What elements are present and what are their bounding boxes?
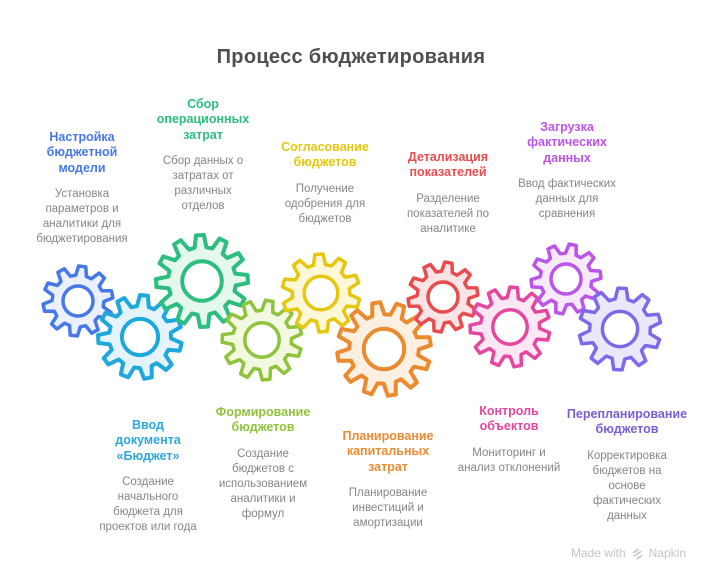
- step-description-load-actual-data: Ввод фактических данных для сравнения: [518, 177, 616, 221]
- gear-load-actual-data: [529, 242, 603, 316]
- step-plan-capital-costs: Планирование капитальных затрат Планирова…: [326, 429, 450, 531]
- step-title-plan-capital-costs: Планирование капитальных затрат: [342, 429, 434, 474]
- gear-hole: [180, 259, 224, 303]
- brand-text: Napkin: [648, 546, 686, 560]
- step-title-load-actual-data: Загрузка фактических данных: [527, 120, 607, 165]
- gear-hole: [243, 321, 281, 359]
- gear-plan-capital-costs: [335, 300, 433, 398]
- step-title-form-budgets: Формирование бюджетов: [215, 405, 311, 435]
- gear-control-objects: [468, 285, 552, 369]
- step-description-replan-budgets: Корректировка бюджетов на основе фактиче…: [587, 449, 667, 523]
- made-with-text: Made with: [570, 546, 626, 560]
- gear-hole: [361, 326, 407, 372]
- step-title-control-objects: Контроль объектов: [479, 404, 539, 434]
- napkin-logo-icon: [632, 548, 643, 560]
- step-description-setup-budget-model: Установка параметров и аналитики для бюд…: [36, 187, 128, 246]
- step-description-form-budgets: Создание бюджетов с использованием анали…: [218, 447, 308, 521]
- gear-approve-budgets: [280, 252, 362, 334]
- step-title-collect-operational-costs: Сбор операционных затрат: [156, 97, 250, 142]
- step-setup-budget-model: Настройка бюджетной модели Установка пара…: [24, 130, 140, 247]
- step-title-enter-budget-document: Ввод документа «Бюджет»: [115, 418, 181, 463]
- step-description-enter-budget-document: Создание начального бюджета для проектов…: [99, 475, 197, 534]
- gear-hole: [491, 308, 529, 346]
- gear-collect-operational-costs: [154, 233, 250, 329]
- gear-hole: [61, 284, 95, 318]
- step-replan-budgets: Перепланирование бюджетов Корректировка б…: [555, 407, 699, 524]
- step-collect-operational-costs: Сбор операционных затрат Сбор данных о за…: [145, 97, 261, 214]
- step-load-actual-data: Загрузка фактических данных Ввод фактичес…: [505, 120, 629, 222]
- step-title-approve-budgets: Согласование бюджетов: [281, 140, 369, 170]
- step-control-objects: Контроль объектов Мониторинг и анализ отк…: [449, 404, 569, 476]
- step-description-approve-budgets: Получение одобрения для бюджетов: [284, 182, 366, 225]
- step-title-setup-budget-model: Настройка бюджетной модели: [46, 130, 118, 175]
- step-description-plan-capital-costs: Планирование инвестиций и амортизации: [348, 486, 428, 530]
- step-description-control-objects: Мониторинг и анализ отклонений: [457, 446, 561, 474]
- gear-enter-budget-document: [96, 293, 184, 381]
- gear-hole: [119, 316, 161, 358]
- gear-form-budgets: [220, 298, 304, 382]
- gear-detail-indicators: [406, 260, 480, 334]
- step-enter-budget-document: Ввод документа «Бюджет» Создание начально…: [88, 418, 208, 535]
- step-description-collect-operational-costs: Сбор данных о затратах от различных отде…: [162, 154, 244, 213]
- gear-hole: [600, 309, 640, 349]
- gear-setup-budget-model: [41, 264, 115, 338]
- step-form-budgets: Формирование бюджетов Создание бюджетов с…: [203, 405, 323, 522]
- napkin-credit: Made with Napkin: [571, 546, 686, 560]
- step-detail-indicators: Детализация показателей Разделение показа…: [388, 150, 508, 237]
- gear-replan-budgets: [577, 286, 663, 372]
- gear-hole: [302, 274, 340, 312]
- step-approve-budgets: Согласование бюджетов Получение одобрения…: [265, 140, 385, 227]
- page-title: Процесс бюджетирования: [216, 46, 486, 68]
- step-description-detail-indicators: Разделение показателей по аналитике: [406, 192, 490, 235]
- step-title-replan-budgets: Перепланирование бюджетов: [566, 407, 688, 437]
- gear-hole: [426, 280, 460, 314]
- gear-hole: [549, 262, 583, 296]
- step-title-detail-indicators: Детализация показателей: [407, 150, 489, 180]
